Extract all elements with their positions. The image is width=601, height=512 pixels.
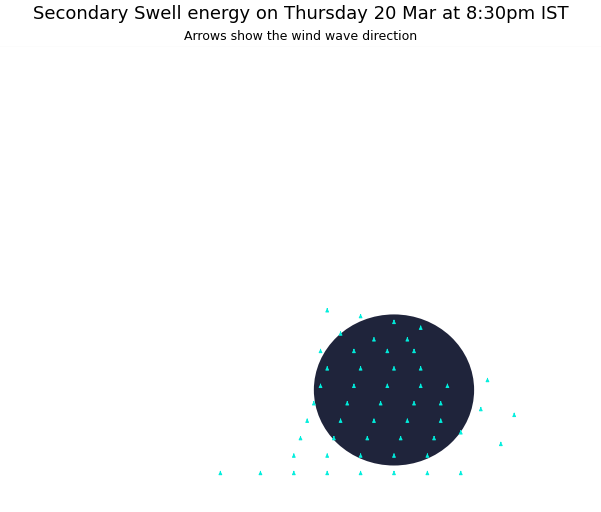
Ellipse shape <box>314 314 474 465</box>
Text: Secondary Swell energy on Thursday 20 Mar at 8:30pm IST: Secondary Swell energy on Thursday 20 Ma… <box>32 5 569 23</box>
Text: Arrows show the wind wave direction: Arrows show the wind wave direction <box>184 30 417 43</box>
